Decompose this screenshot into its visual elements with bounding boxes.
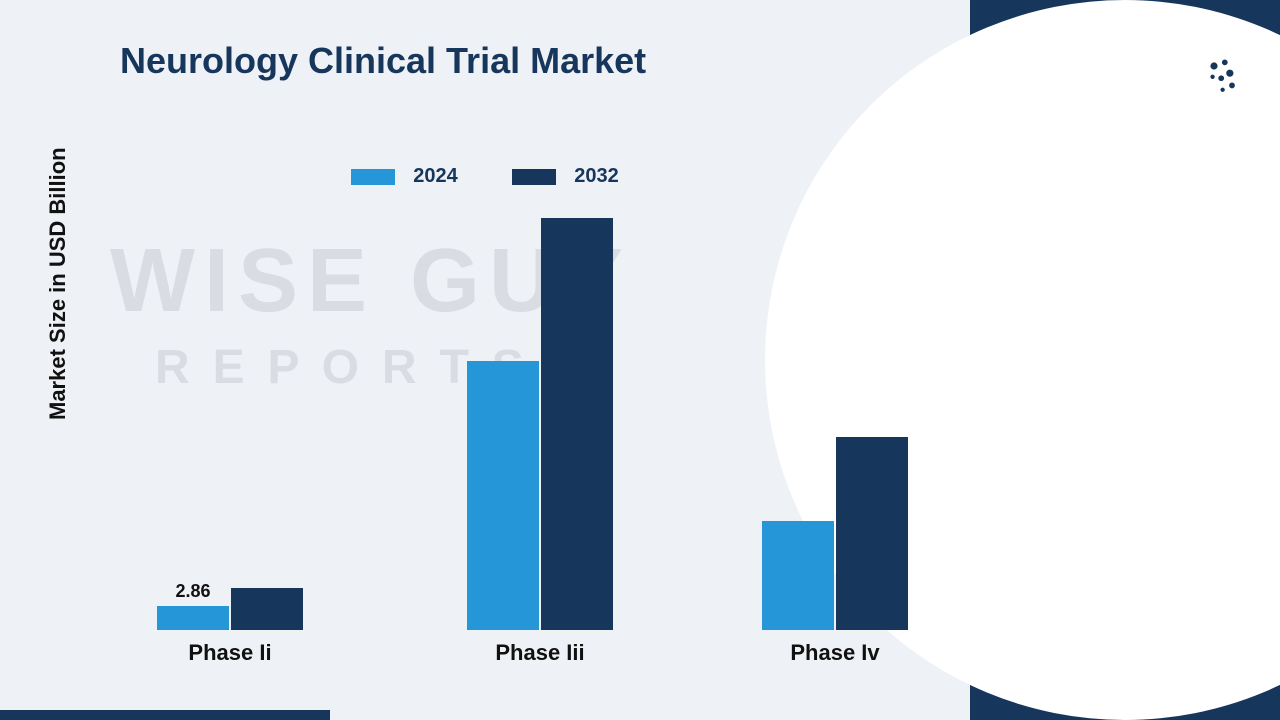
bar-phase-ii-2032 (231, 588, 303, 630)
category-label-phase-iv: Phase Iv (790, 640, 879, 666)
bottom-accent-bar (0, 710, 330, 720)
brand-head-icon (1178, 48, 1250, 120)
chart-title: Neurology Clinical Trial Market (120, 40, 646, 82)
brand-logo: WISE GUY REPORTS (1050, 30, 1255, 86)
bar-phase-ii-2024 (157, 606, 229, 630)
canvas: WISE GUY R E P O R T S Neurology Clinica… (0, 0, 1280, 720)
bar-phase-iii-2032 (541, 218, 613, 630)
bar-phase-iii-2024 (467, 361, 539, 630)
bar-phase-iv-2032 (836, 437, 908, 630)
legend-item-2024: 2024 (351, 165, 458, 188)
plot-area: 2.86 (115, 210, 915, 630)
legend: 2024 2032 (0, 165, 970, 188)
legend-item-2032: 2032 (512, 165, 619, 188)
category-label-phase-ii: Phase Ii (188, 640, 271, 666)
category-label-phase-iii: Phase Iii (495, 640, 584, 666)
legend-label-2032: 2032 (574, 165, 619, 187)
bar-value-label: 2.86 (175, 581, 210, 602)
legend-swatch-2024 (351, 169, 395, 185)
bar-phase-iv-2024 (762, 521, 834, 630)
legend-label-2024: 2024 (413, 165, 458, 187)
legend-swatch-2032 (512, 169, 556, 185)
y-axis-label: Market Size in USD Billion (45, 147, 71, 420)
